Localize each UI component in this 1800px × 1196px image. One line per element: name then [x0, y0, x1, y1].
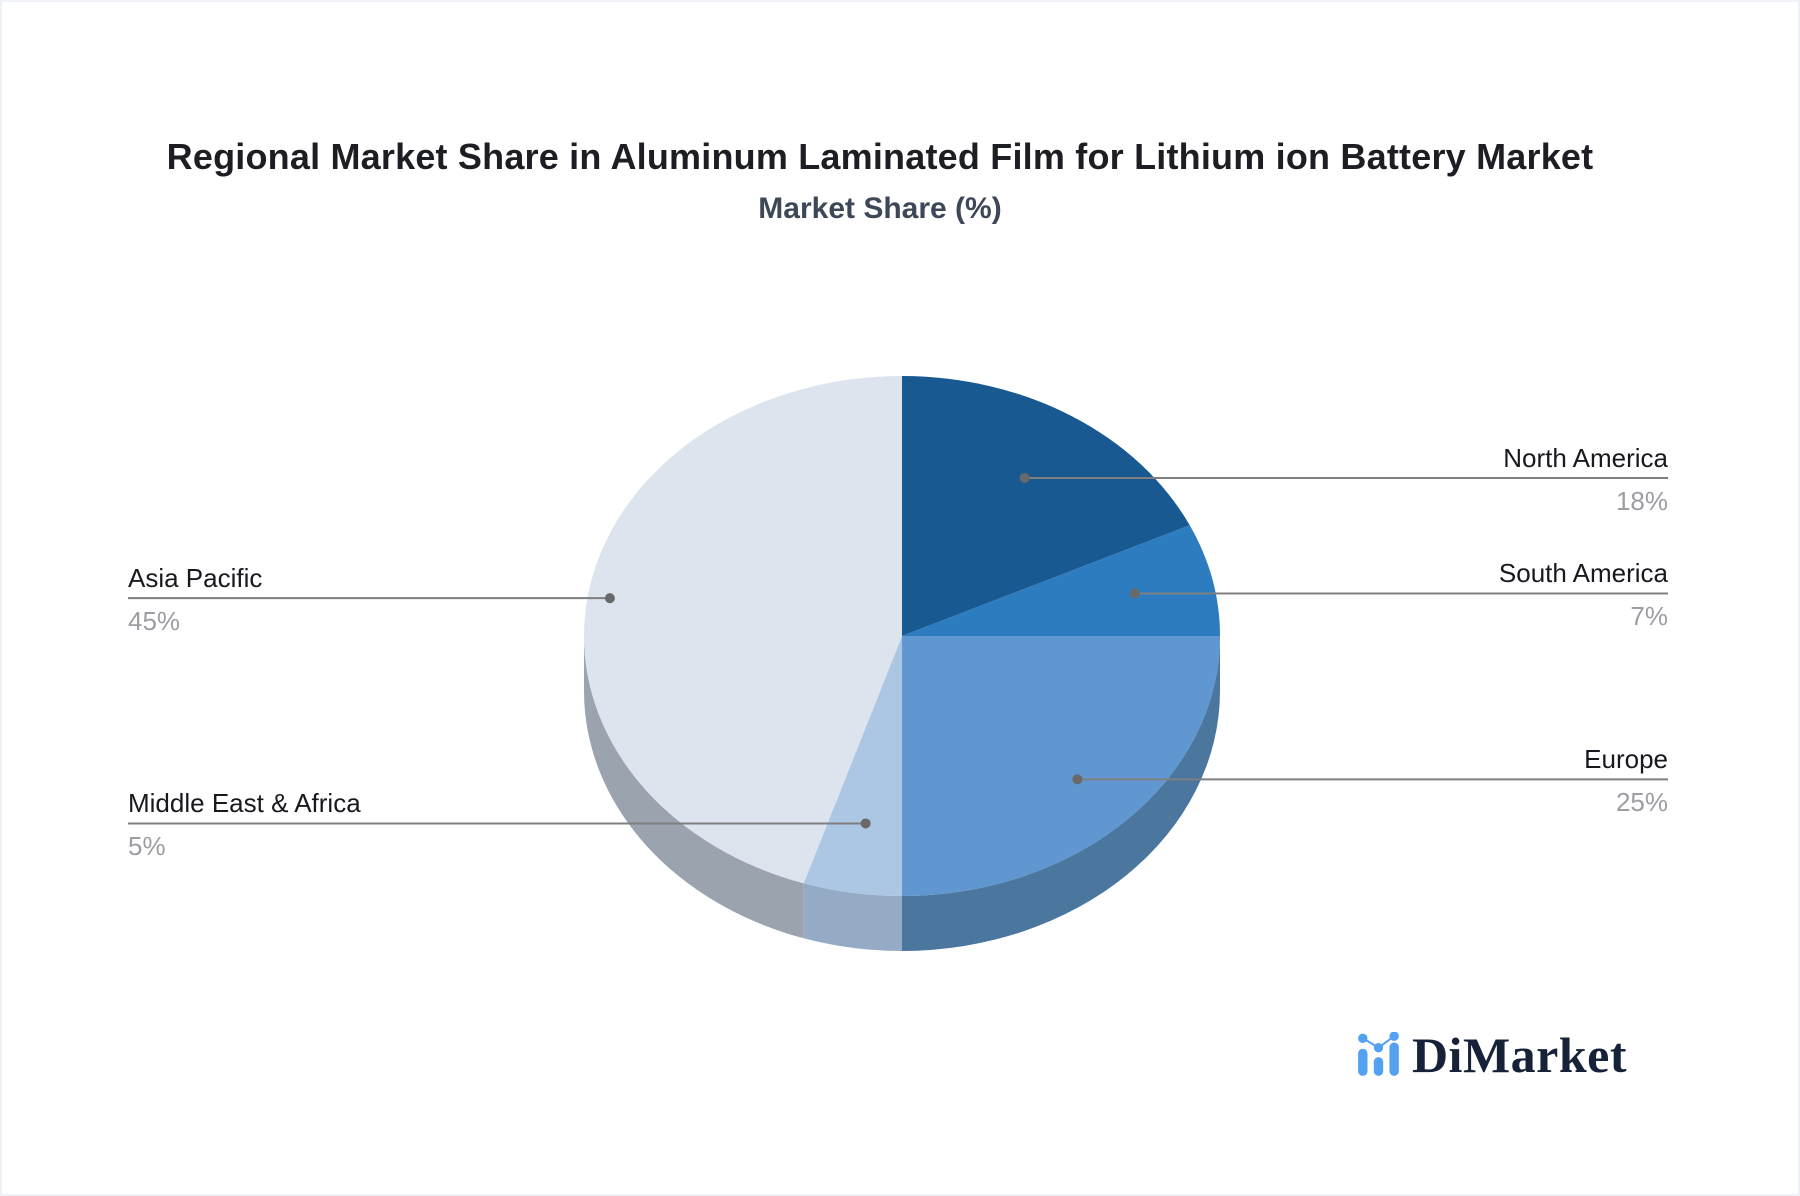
slice-label-value: 5%: [128, 831, 166, 862]
bar-chart-icon: [1358, 1032, 1399, 1076]
leader-dot: [1129, 588, 1140, 599]
brand-logo-text: DiMarket: [1411, 1027, 1627, 1083]
chart-subtitle: Market Share (%): [758, 192, 1002, 225]
slice-label-value: 7%: [1630, 601, 1668, 632]
leader-dot: [604, 593, 615, 604]
pie-side-europe: [902, 636, 1220, 951]
pie-slice-north-america[interactable]: [902, 376, 1190, 636]
slice-label-value: 25%: [1615, 787, 1668, 818]
pie-side-middle-east-africa: [803, 883, 902, 951]
pie-side-asia-pacific: [584, 636, 804, 939]
slice-label-value: 18%: [1615, 485, 1668, 516]
leader-dot: [860, 818, 871, 829]
slice-label-name: Middle East & Africa: [128, 788, 361, 819]
chart-title: Regional Market Share in Aluminum Lamina…: [166, 136, 1594, 177]
pie-slice-middle-east-africa[interactable]: [803, 636, 902, 896]
leader-dot: [1072, 774, 1083, 785]
brand-logo: DiMarket: [1356, 1030, 1627, 1080]
leader-dot: [1019, 472, 1030, 483]
pie-slice-europe[interactable]: [902, 636, 1220, 896]
slice-label-name: Asia Pacific: [128, 563, 263, 594]
slice-label-value: 45%: [128, 606, 181, 637]
slice-label-name: Europe: [1584, 744, 1668, 775]
slice-label-name: South America: [1498, 558, 1668, 589]
pie-slice-south-america[interactable]: [902, 525, 1220, 636]
pie-slice-asia-pacific[interactable]: [584, 376, 902, 884]
slice-label-name: North America: [1503, 442, 1668, 473]
